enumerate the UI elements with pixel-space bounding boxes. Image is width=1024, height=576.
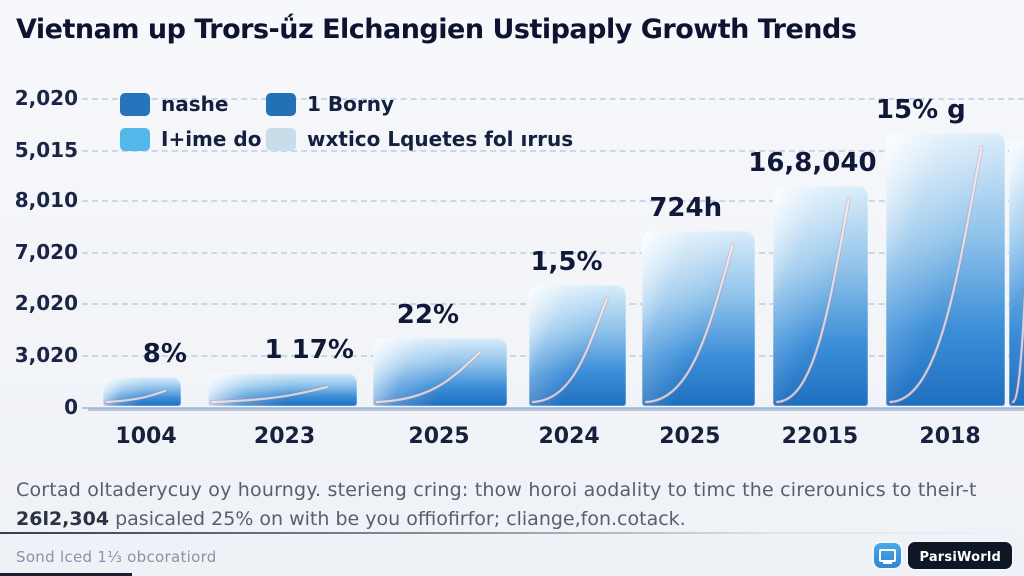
y-axis-tick-label: 8,010: [14, 188, 78, 212]
brand-badge-label: ParsiWorld: [919, 550, 1001, 565]
x-axis-tick-label: 2023: [253, 424, 316, 449]
y-axis-tick-label: 3,020: [14, 342, 78, 367]
legend-label: nashe: [161, 92, 229, 116]
brand-badge: ParsiWorld: [908, 542, 1012, 569]
gridline: [82, 150, 1024, 153]
bar: [886, 133, 1006, 406]
legend-item: nashe: [120, 90, 266, 118]
legend-swatch-icon: [266, 127, 296, 151]
gridline: [82, 251, 1024, 254]
legend-label: I+ime do: [161, 127, 262, 151]
watermark-badges: ParsiWorld: [874, 542, 1012, 569]
y-axis-tick-label: 0: [64, 395, 78, 420]
footer-line-2: 26l2,304 pasicaled 25% on with be you of…: [16, 508, 1011, 530]
bar: [207, 373, 357, 406]
bottom-edge-mark: [0, 573, 132, 576]
legend-item: 1 Borny: [266, 90, 573, 118]
screen-icon: [879, 549, 897, 564]
page-title: Vietnam up Trors-ǘz Elchangien Ustipaply…: [16, 14, 857, 45]
y-axis-tick-label: 5,015: [14, 138, 78, 163]
y-axis-tick-label: 2,020: [14, 291, 78, 316]
y-axis: 2,020 5,015 8,010 7,020 2,020 3,020 0: [0, 85, 78, 419]
bar: [102, 376, 181, 406]
legend-swatch-icon: [120, 92, 150, 116]
chart-legend: nashe 1 Borny I+ime do wxtico Lquetes fo…: [120, 90, 573, 153]
x-axis-tick-label: 1004: [115, 424, 177, 449]
gridline: [82, 407, 1024, 410]
bar: [773, 185, 868, 406]
y-axis-tick-label: 7,020: [14, 239, 78, 264]
bar-value-label: 1,5%: [530, 247, 603, 278]
legend-swatch-icon: [266, 92, 296, 116]
footer-line-2-rest: pasicaled 25% on with be you offiofirfor…: [109, 508, 686, 530]
bar-value-label: 15% g: [875, 95, 966, 126]
bar-value-label: 22%: [396, 299, 460, 330]
gridline: [82, 97, 1024, 100]
legend-item: I+ime do: [120, 125, 266, 153]
footer-bold-figure: 26l2,304: [16, 508, 110, 530]
bar-value-label: 8%: [142, 338, 187, 369]
bar-value-label: 16,8,040: [748, 147, 877, 178]
x-axis-tick-label: 2025: [659, 424, 721, 449]
x-axis-tick-label: 2025: [408, 424, 470, 449]
bar-value-label: 1 17%: [264, 335, 354, 366]
app-logo-icon: [874, 543, 902, 568]
x-axis-tick-label: 2024: [538, 424, 600, 449]
bar: [642, 230, 756, 406]
legend-item: wxtico Lquetes fol ırrus: [266, 125, 573, 153]
legend-label: wxtico Lquetes fol ırrus: [307, 127, 574, 151]
bar: [528, 285, 627, 406]
bar: [372, 337, 508, 406]
y-axis-tick-label: 2,020: [14, 85, 78, 110]
gridline: [82, 200, 1024, 202]
x-axis-tick-label: 2018: [919, 424, 981, 449]
x-axis: 1004 2023 2025 2024 2025 22015 2018: [88, 424, 1024, 460]
legend-label: 1 Borny: [307, 92, 395, 116]
footer-line-1: Cortad oltaderycuy oy hourngy. sterieng …: [16, 479, 977, 501]
bar: [1009, 140, 1024, 406]
bar-value-label: 724h: [649, 192, 723, 223]
footer-divider: [0, 532, 1024, 534]
legend-swatch-icon: [120, 127, 150, 151]
footer-text: Cortad oltaderycuy oy hourngy. sterieng …: [16, 479, 1011, 530]
x-axis-tick-label: 22015: [781, 424, 859, 449]
source-note: Sond lced 1⅓ obcoratiord: [16, 548, 217, 566]
